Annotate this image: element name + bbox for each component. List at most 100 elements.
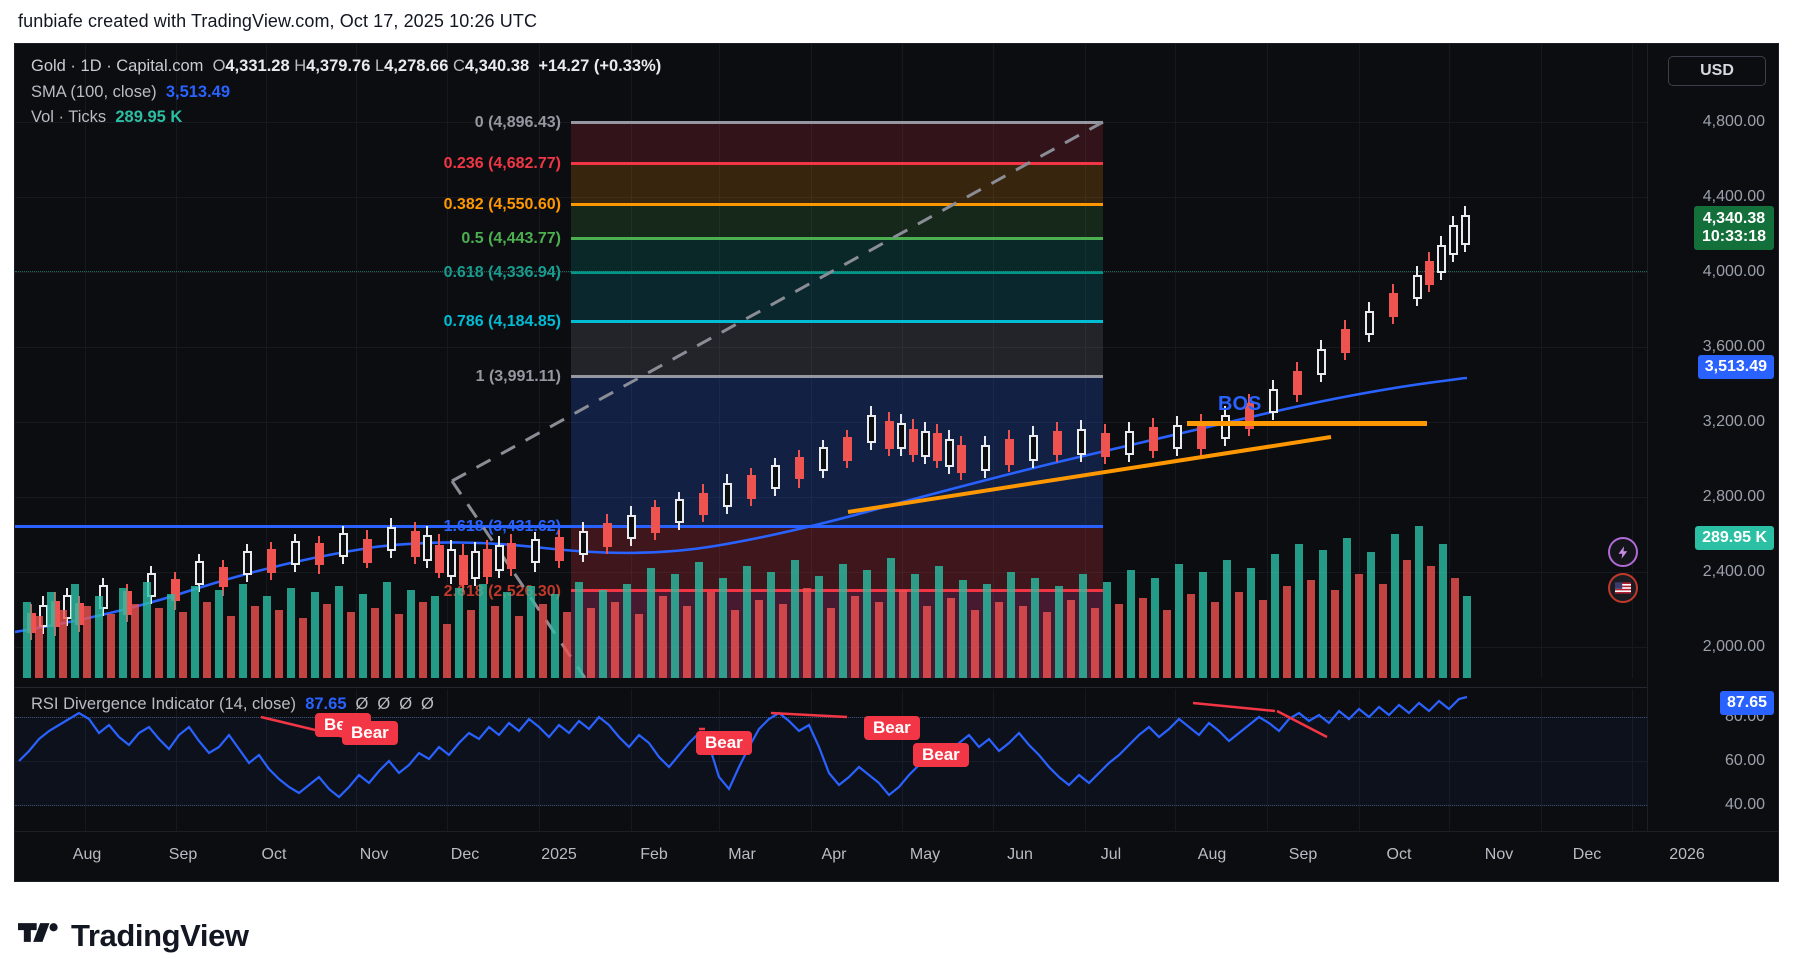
time-tick: Dec bbox=[450, 846, 480, 863]
gridline-v bbox=[176, 44, 177, 678]
rsi-tick: 40.00 bbox=[1724, 796, 1765, 813]
time-tick: Aug bbox=[1197, 846, 1227, 863]
footer-branding: TradingView bbox=[18, 918, 249, 954]
price-tick: 2,800.00 bbox=[1702, 488, 1765, 505]
attribution-bar: funbiafe created with TradingView.com, O… bbox=[0, 0, 1793, 43]
close-value: 4,340.38 bbox=[464, 57, 530, 75]
fib-618-dotted-extension bbox=[15, 271, 1649, 272]
fib-zone-1-1618 bbox=[571, 376, 1103, 526]
volume-value: 289.95 K bbox=[115, 108, 183, 127]
rsi-oversold-line bbox=[15, 805, 1649, 806]
gridline-v bbox=[1632, 44, 1633, 678]
volume-label: Vol · Ticks bbox=[31, 108, 107, 127]
fib-zone-below-2618 bbox=[571, 590, 1103, 678]
sma-price-tag[interactable]: 3,513.49 bbox=[1697, 355, 1774, 379]
time-tick: Dec bbox=[1572, 846, 1602, 863]
gridline-v bbox=[447, 44, 448, 678]
change-value: +14.27 (+0.33%) bbox=[538, 57, 662, 75]
pane-divider[interactable] bbox=[15, 687, 1764, 688]
fib-line-236 bbox=[571, 162, 1103, 165]
time-tick: Aug bbox=[72, 846, 102, 863]
time-tick: Sep bbox=[168, 846, 198, 863]
fib-label-1618: 1.618 (3,431.62) bbox=[443, 518, 561, 535]
rsi-null-2: Ø bbox=[377, 695, 391, 713]
time-tick: Oct bbox=[261, 846, 287, 863]
price-legend: Gold · 1D · Capital.com O4,331.28 H4,379… bbox=[31, 54, 661, 131]
us-flag-glyph bbox=[1615, 582, 1631, 594]
rsi-null-1: Ø bbox=[355, 695, 369, 713]
sma-legend-row[interactable]: SMA (100, close) 3,513.49 bbox=[31, 80, 661, 106]
gridline-v bbox=[1449, 44, 1450, 678]
ohlc-legend-row: Gold · 1D · Capital.com O4,331.28 H4,379… bbox=[31, 54, 661, 80]
time-tick: May bbox=[909, 846, 941, 863]
time-tick: Jun bbox=[1007, 846, 1033, 863]
fib-line-5 bbox=[571, 237, 1103, 240]
fib-label-786: 0.786 (4,184.85) bbox=[443, 313, 561, 330]
fib-line-1 bbox=[571, 375, 1103, 378]
gridline-v bbox=[1632, 689, 1633, 832]
fib-label-5: 0.5 (4,443.77) bbox=[461, 230, 561, 247]
bear-divergence-line bbox=[1192, 701, 1276, 713]
time-tick: Apr bbox=[821, 846, 847, 863]
fib-zone-618-786 bbox=[571, 272, 1103, 321]
time-tick: Sep bbox=[1288, 846, 1318, 863]
price-pane[interactable]: 0 (4,896.43) 0.236 (4,682.77) 0.382 (4,5… bbox=[15, 44, 1649, 678]
rsi-value: 87.65 bbox=[305, 695, 347, 713]
dashed-trendline-down bbox=[450, 480, 587, 678]
time-tick: Feb bbox=[640, 846, 668, 863]
time-tick: Oct bbox=[1386, 846, 1412, 863]
fib-zone-236-382 bbox=[571, 163, 1103, 204]
sma-label: SMA (100, close) bbox=[31, 82, 157, 101]
fib-line-382 bbox=[571, 203, 1103, 206]
fib-line-786 bbox=[571, 320, 1103, 323]
gridline-v bbox=[85, 44, 86, 678]
fib-label-382: 0.382 (4,550.60) bbox=[443, 196, 561, 213]
currency-pill[interactable]: USD bbox=[1668, 56, 1766, 86]
chart-container[interactable]: 0 (4,896.43) 0.236 (4,682.77) 0.382 (4,5… bbox=[14, 43, 1779, 882]
close-label: C bbox=[453, 57, 465, 75]
rsi-band bbox=[15, 717, 1649, 805]
price-tick: 2,400.00 bbox=[1702, 563, 1765, 580]
rsi-null-3: Ø bbox=[399, 695, 413, 713]
tradingview-logo-icon bbox=[18, 923, 58, 942]
price-tick: 3,600.00 bbox=[1702, 338, 1765, 355]
gridline-v bbox=[1541, 689, 1542, 832]
lightning-bolt-glyph bbox=[1618, 545, 1627, 559]
high-label: H bbox=[294, 57, 307, 75]
sma-value: 3,513.49 bbox=[165, 82, 231, 101]
time-tick: Mar bbox=[728, 846, 756, 863]
rsi-legend[interactable]: RSI Divergence Indicator (14, close) 87.… bbox=[31, 695, 434, 714]
rsi-title: RSI Divergence Indicator (14, close) bbox=[31, 695, 297, 713]
price-tick: 2,000.00 bbox=[1702, 638, 1765, 655]
fib-zone-382-5 bbox=[571, 204, 1103, 238]
bear-badge: Bear bbox=[913, 743, 969, 767]
rsi-pane[interactable]: Bear Bear Bear Bear Bear RSI Divergence … bbox=[15, 689, 1649, 832]
time-tick: 2025 bbox=[541, 846, 577, 863]
gridline-v bbox=[1541, 44, 1542, 678]
rsi-value-tag[interactable]: 87.65 bbox=[1719, 691, 1774, 715]
rsi-overbought-line bbox=[15, 717, 1649, 718]
last-price-tag[interactable]: 4,340.38 10:33:18 bbox=[1693, 206, 1774, 250]
volume-tag[interactable]: 289.95 K bbox=[1695, 526, 1774, 550]
high-value: 4,379.76 bbox=[306, 57, 371, 75]
lightning-bolt-icon[interactable] bbox=[1608, 537, 1638, 567]
fib-label-1: 1 (3,991.11) bbox=[475, 368, 561, 385]
bear-badge: Bear bbox=[864, 716, 920, 740]
gridline-v bbox=[356, 44, 357, 678]
time-tick: Jul bbox=[1100, 846, 1122, 863]
bos-label: BOS bbox=[1218, 393, 1262, 415]
price-axis[interactable]: USD 4,800.00 4,400.00 4,000.00 3,600.00 … bbox=[1647, 44, 1778, 832]
time-tick: 2026 bbox=[1669, 846, 1705, 863]
low-label: L bbox=[374, 57, 385, 75]
time-axis[interactable]: Aug Sep Oct Nov Dec 2025 Feb Mar Apr May… bbox=[15, 831, 1778, 881]
price-tick: 3,200.00 bbox=[1702, 413, 1765, 430]
price-tick: 4,400.00 bbox=[1702, 188, 1765, 205]
fib-zone-786-1 bbox=[571, 321, 1103, 376]
volume-legend-row[interactable]: Vol · Ticks 289.95 K bbox=[31, 105, 661, 131]
us-flag-icon[interactable] bbox=[1608, 573, 1638, 603]
fib-zone-5-618 bbox=[571, 238, 1103, 272]
price-tick: 4,800.00 bbox=[1702, 113, 1765, 130]
fib-label-236: 0.236 (4,682.77) bbox=[443, 155, 561, 172]
last-price-time: 10:33:18 bbox=[1701, 228, 1766, 245]
